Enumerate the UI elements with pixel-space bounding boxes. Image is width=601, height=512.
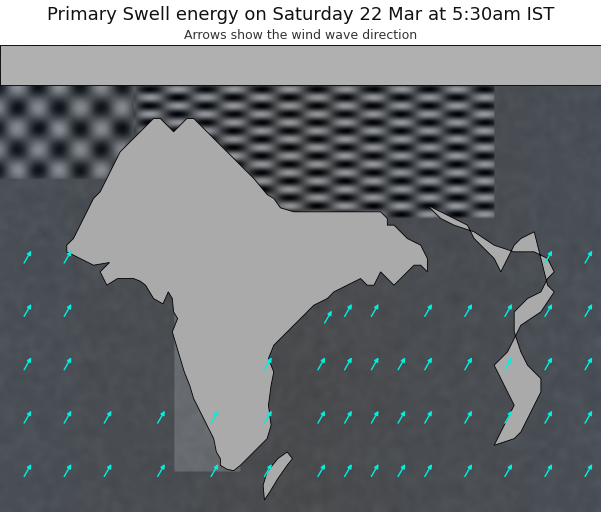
Polygon shape	[263, 452, 293, 500]
Polygon shape	[67, 118, 427, 471]
Text: Arrows show the wind wave direction: Arrows show the wind wave direction	[184, 29, 417, 41]
Polygon shape	[0, 45, 601, 85]
Polygon shape	[427, 205, 554, 445]
Text: Primary Swell energy on Saturday 22 Mar at 5:30am IST: Primary Swell energy on Saturday 22 Mar …	[47, 6, 554, 24]
